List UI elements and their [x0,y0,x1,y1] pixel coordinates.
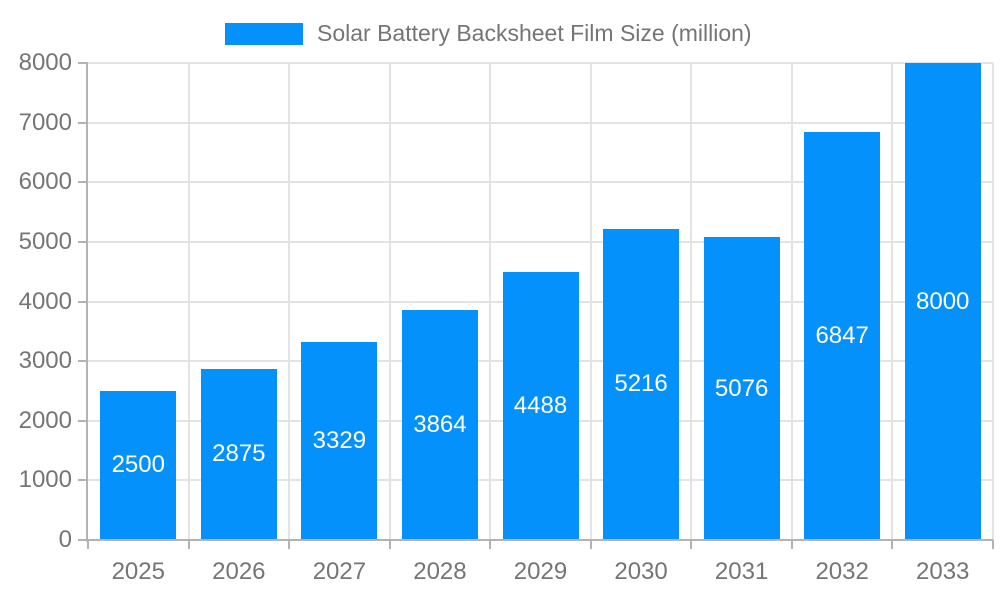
x-tick-mark [891,540,894,549]
legend-swatch [225,22,303,45]
legend-label: Solar Battery Backsheet Film Size (milli… [317,20,752,46]
bar-value-label: 5076 [714,374,769,402]
y-tick-mark [78,539,88,541]
x-tick-mark [187,540,190,549]
h-gridline [88,121,993,124]
bar: 5216 [603,228,680,540]
v-gridline [790,63,793,540]
y-tick-mark [78,121,88,124]
bar: 2500 [100,390,177,540]
x-tick-label: 2025 [111,558,165,585]
x-tick-mark [690,540,693,549]
x-tick-mark [288,540,291,549]
v-gridline [187,63,190,540]
v-gridline [690,63,693,540]
v-gridline [288,63,291,540]
y-tick-mark [78,300,88,303]
x-tick-label: 2028 [413,558,467,585]
y-tick-label: 0 [58,526,72,553]
y-tick-label: 7000 [18,108,72,136]
bar-value-label: 4488 [513,392,568,420]
y-tick-label: 1000 [18,466,72,494]
x-tick-mark [388,540,391,549]
bar: 3864 [401,309,478,540]
x-tick-label: 2033 [916,558,970,585]
v-gridline [891,63,894,540]
y-tick-mark [78,479,88,482]
h-gridline [88,181,993,184]
x-tick-label: 2027 [312,558,367,585]
y-tick-label: 4000 [18,287,72,315]
bar-value-label: 3329 [312,426,367,454]
bar: 8000 [904,63,981,540]
x-tick-mark [489,540,492,549]
x-tick-label: 2026 [212,558,266,585]
y-tick-label: 5000 [18,227,72,255]
y-tick-mark [78,360,88,363]
y-tick-label: 6000 [18,168,72,196]
v-gridline [388,63,391,540]
y-axis-line [86,63,88,542]
y-tick-mark [78,240,88,243]
bar-value-label: 2500 [111,451,165,479]
bar: 3329 [301,341,378,540]
bar-value-label: 6847 [815,321,869,349]
bar-value-label: 3864 [413,410,467,438]
y-tick-label: 3000 [18,347,72,375]
bar: 4488 [502,272,579,540]
v-gridline [992,63,994,540]
y-tick-mark [78,181,88,184]
bar: 5076 [703,237,780,540]
y-tick-label: 8000 [18,49,72,76]
x-tick-mark [790,540,793,549]
bar-value-label: 2875 [212,440,266,468]
bar: 2875 [200,368,277,540]
x-tick-label: 2031 [714,558,769,585]
y-tick-mark [78,62,88,64]
bar-value-label: 8000 [916,287,970,315]
legend: Solar Battery Backsheet Film Size (milli… [225,20,752,47]
x-tick-mark [589,540,592,549]
x-tick-mark [87,540,89,549]
y-tick-label: 2000 [18,406,72,434]
bar-value-label: 5216 [614,370,668,398]
x-axis-line [88,539,993,541]
y-tick-mark [78,419,88,422]
v-gridline [589,63,592,540]
x-tick-label: 2030 [614,558,668,585]
bar: 6847 [804,131,881,540]
x-tick-label: 2032 [815,558,869,585]
h-gridline [88,240,993,243]
x-tick-mark [992,540,994,549]
h-gridline [88,62,993,64]
x-tick-label: 2029 [513,558,568,585]
v-gridline [489,63,492,540]
